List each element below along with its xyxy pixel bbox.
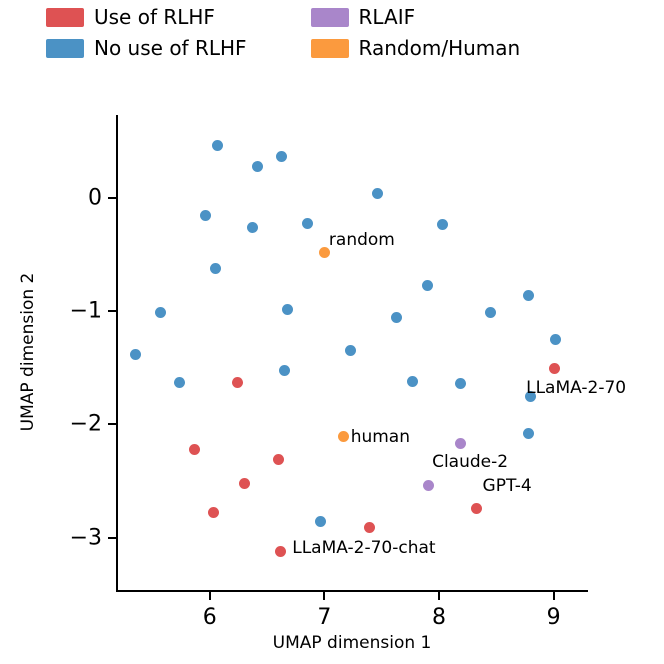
legend-label: No use of RLHF xyxy=(94,36,247,60)
legend-item: No use of RLHF xyxy=(46,37,247,59)
scatter-point xyxy=(549,363,561,375)
point-annotation: human xyxy=(350,426,411,447)
scatter-point xyxy=(522,289,534,301)
point-annotation: LLaMA-2-70 xyxy=(526,378,627,399)
x-tick-mark xyxy=(437,592,440,600)
x-tick-mark xyxy=(208,592,211,600)
y-tick-mark xyxy=(108,536,116,539)
scatter-point xyxy=(189,443,201,455)
chart-legend: Use of RLHF No use of RLHF RLAIF Random/Hum… xyxy=(46,6,520,59)
legend-label: RLAIF xyxy=(358,5,416,29)
scatter-point xyxy=(455,378,467,390)
scatter-point xyxy=(246,221,258,233)
y-tick-label: −1 xyxy=(69,298,102,324)
scatter-point xyxy=(318,246,330,258)
scatter-point xyxy=(371,187,383,199)
legend-item: RLAIF xyxy=(310,5,521,29)
scatter-point xyxy=(363,522,375,534)
y-axis-label: UMAP dimension 2 xyxy=(18,272,38,432)
legend-swatch xyxy=(310,38,349,58)
point-annotation: GPT-4 xyxy=(482,475,532,496)
scatter-point xyxy=(275,545,287,557)
scatter-point xyxy=(391,312,403,324)
scatter-point xyxy=(407,375,419,387)
scatter-point xyxy=(471,502,483,514)
legend-item: Random/Human xyxy=(310,36,521,60)
y-tick-mark xyxy=(108,196,116,199)
legend-swatch xyxy=(46,7,84,27)
x-axis-label: UMAP dimension 1 xyxy=(272,633,432,653)
scatter-point xyxy=(129,348,141,360)
scatter-point xyxy=(338,431,350,443)
plot-area: random human LLaMA-2-70 Claude-2 GPT-4 LLaMA-… xyxy=(70,115,626,630)
y-tick-mark xyxy=(108,423,116,426)
x-tick-mark xyxy=(323,592,326,600)
scatter-point xyxy=(525,390,537,402)
scatter-point xyxy=(301,218,313,230)
scatter-point xyxy=(238,477,250,489)
x-tick-label: 6 xyxy=(202,605,217,630)
scatter-point xyxy=(436,219,448,231)
scatter-point xyxy=(522,428,534,440)
x-tick-mark xyxy=(552,592,555,600)
scatter-point xyxy=(272,454,284,466)
legend-label: Use of RLHF xyxy=(94,5,215,29)
scatter-point xyxy=(422,279,433,291)
scatter-point xyxy=(282,304,294,316)
scatter-point xyxy=(278,364,290,376)
scatter-point xyxy=(212,140,224,152)
y-axis-spine xyxy=(116,115,118,592)
scatter-point xyxy=(199,210,211,222)
scatter-point xyxy=(154,306,166,318)
legend-swatch xyxy=(46,38,84,58)
scatter-point xyxy=(315,516,327,528)
scatter-point xyxy=(207,507,219,519)
legend-label: Random/Human xyxy=(358,36,521,60)
y-tick-label: −2 xyxy=(69,411,102,437)
y-tick-mark xyxy=(108,310,116,313)
y-tick-label: 0 xyxy=(88,185,102,211)
scatter-point xyxy=(231,377,243,389)
x-tick-label: 8 xyxy=(431,605,446,630)
scatter-point xyxy=(423,480,435,492)
legend-item: Use of RLHF xyxy=(46,6,247,28)
y-tick-label: −3 xyxy=(69,525,102,551)
x-axis-spine xyxy=(116,590,588,592)
legend-swatch xyxy=(310,7,349,27)
scatter-point xyxy=(455,438,467,450)
point-annotation: LLaMA-2-70-chat xyxy=(292,538,436,559)
scatter-point xyxy=(252,160,264,172)
x-tick-label: 9 xyxy=(546,605,561,630)
scatter-point xyxy=(209,262,221,274)
scatter-point xyxy=(276,151,288,163)
x-tick-label: 7 xyxy=(317,605,332,630)
scatter-point xyxy=(550,333,562,345)
scatter-point xyxy=(485,306,497,318)
point-annotation: random xyxy=(328,229,395,250)
point-annotation: Claude-2 xyxy=(432,451,509,472)
scatter-point xyxy=(174,377,186,389)
scatter-point xyxy=(345,345,357,357)
